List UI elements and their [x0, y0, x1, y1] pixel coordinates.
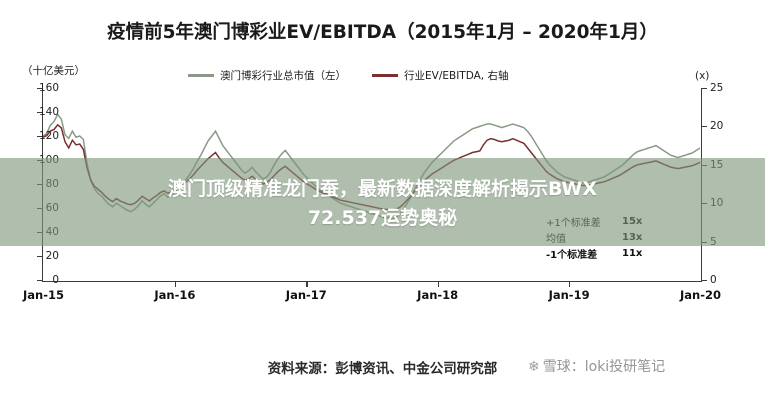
y-axis-right-unit-label: (x) [695, 70, 710, 82]
stat-label-minus1sd: -1个标准差 [546, 249, 598, 261]
y-axis-left-unit-label: （十亿美元） [22, 65, 85, 77]
y-axis-left-tick-mark [37, 112, 42, 113]
x-axis-tick-label: Jan-17 [285, 288, 327, 302]
x-axis-tick-label: Jan-15 [22, 288, 65, 302]
y-axis-right-tick-label: 0 [710, 274, 717, 286]
x-axis-tick-label: Jan-18 [417, 288, 459, 302]
y-axis-left-tick-label: 0 [52, 274, 59, 286]
corner-watermark-text: 雪球：loki投研笔记 [542, 359, 666, 375]
legend-label-ev-ebitda: 行业EV/EBITDA, 右轴 [404, 70, 509, 82]
y-axis-right-tick-mark [702, 280, 707, 281]
legend-label-market-cap: 澳门博彩行业总市值（左） [220, 70, 346, 82]
x-axis-tick-label: Jan-19 [548, 288, 590, 302]
source-note: 资料来源：彭博资讯、中金公司研究部 [267, 361, 498, 377]
watermark-line-1: 澳门顶级精准龙门蚕，最新数据深度解析揭示BWX [167, 178, 598, 200]
y-axis-left-tick-label: 140 [38, 106, 59, 118]
stat-row-minus1sd: -1个标准差 11x [546, 245, 642, 261]
x-axis-tick-mark [306, 282, 308, 287]
page-title: 疫情前5年澳门博彩业EV/EBITDA（2015年1月 – 2020年1月） [107, 22, 658, 43]
x-axis-tick-mark [569, 282, 571, 287]
snowflake-icon: ❄ [528, 359, 540, 375]
x-axis-tick-label: Jan-16 [154, 288, 196, 302]
y-axis-right-tick-mark [702, 88, 707, 89]
y-axis-right-tick-label: 20 [710, 120, 724, 133]
y-axis-right-tick-label: 25 [710, 82, 724, 94]
x-axis-tick-mark [437, 282, 439, 287]
stat-value-minus1sd: 11x [622, 247, 643, 259]
y-axis-left-tick-label: 160 [38, 82, 59, 94]
corner-watermark: ❄ 雪球：loki投研笔记 [528, 356, 665, 376]
x-axis-tick-mark [174, 282, 177, 287]
y-axis-left-tick-label: 120 [38, 130, 59, 142]
legend-item-market-cap: 澳门博彩行业总市值（左） [188, 68, 346, 83]
y-axis-left-tick-label: 20 [45, 250, 59, 262]
y-axis-left-tick-mark [37, 88, 42, 89]
y-axis-left-tick-mark [37, 280, 42, 281]
watermark-line-2: 72.537运势奥秘 [307, 207, 458, 229]
x-axis-tick-label: Jan-20 [679, 288, 722, 302]
y-axis-left-tick-mark [37, 136, 42, 137]
legend-item-ev-ebitda: 行业EV/EBITDA, 右轴 [372, 68, 508, 83]
y-axis-right-tick-mark [702, 126, 707, 128]
y-axis-left-tick-mark [37, 256, 42, 257]
legend-swatch-market-cap [188, 74, 214, 77]
legend-swatch-ev-ebitda [372, 74, 398, 77]
watermark-overlay: 澳门顶级精准龙门蚕，最新数据深度解析揭示BWX 72.537运势奥秘 [0, 158, 765, 246]
chart-legend: 澳门博彩行业总市值（左） 行业EV/EBITDA, 右轴 [188, 68, 508, 83]
